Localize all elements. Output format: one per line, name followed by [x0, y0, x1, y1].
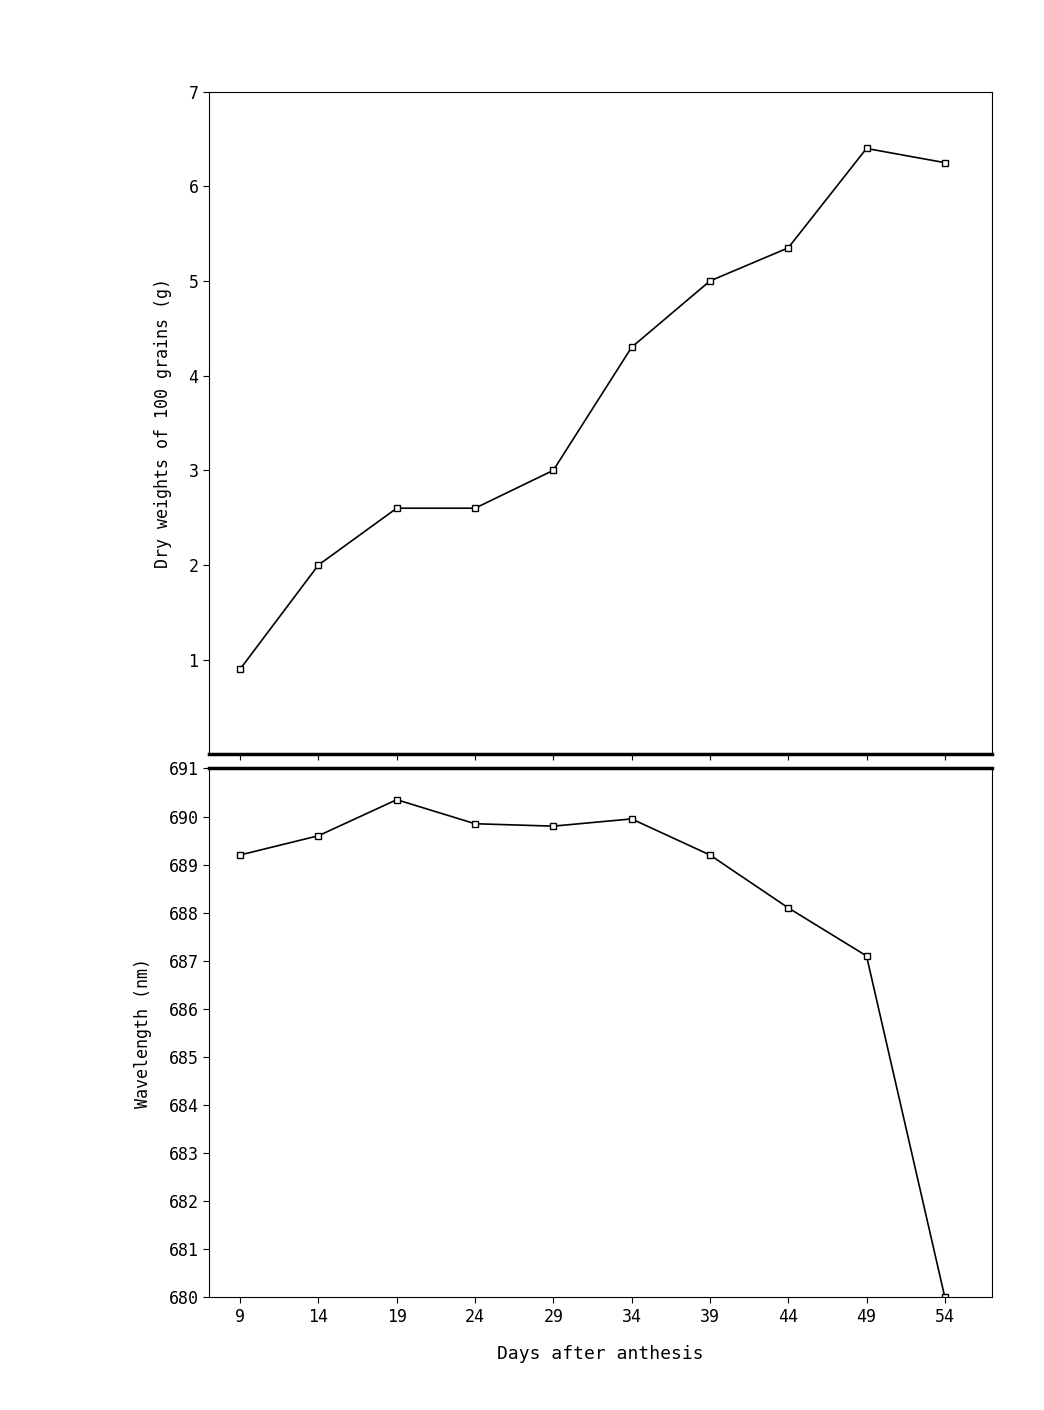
X-axis label: Days after anthesis: Days after anthesis: [497, 1345, 704, 1363]
Y-axis label: Dry weights of 100 grains (g): Dry weights of 100 grains (g): [153, 278, 171, 568]
Y-axis label: Wavelength (nm): Wavelength (nm): [134, 957, 151, 1108]
